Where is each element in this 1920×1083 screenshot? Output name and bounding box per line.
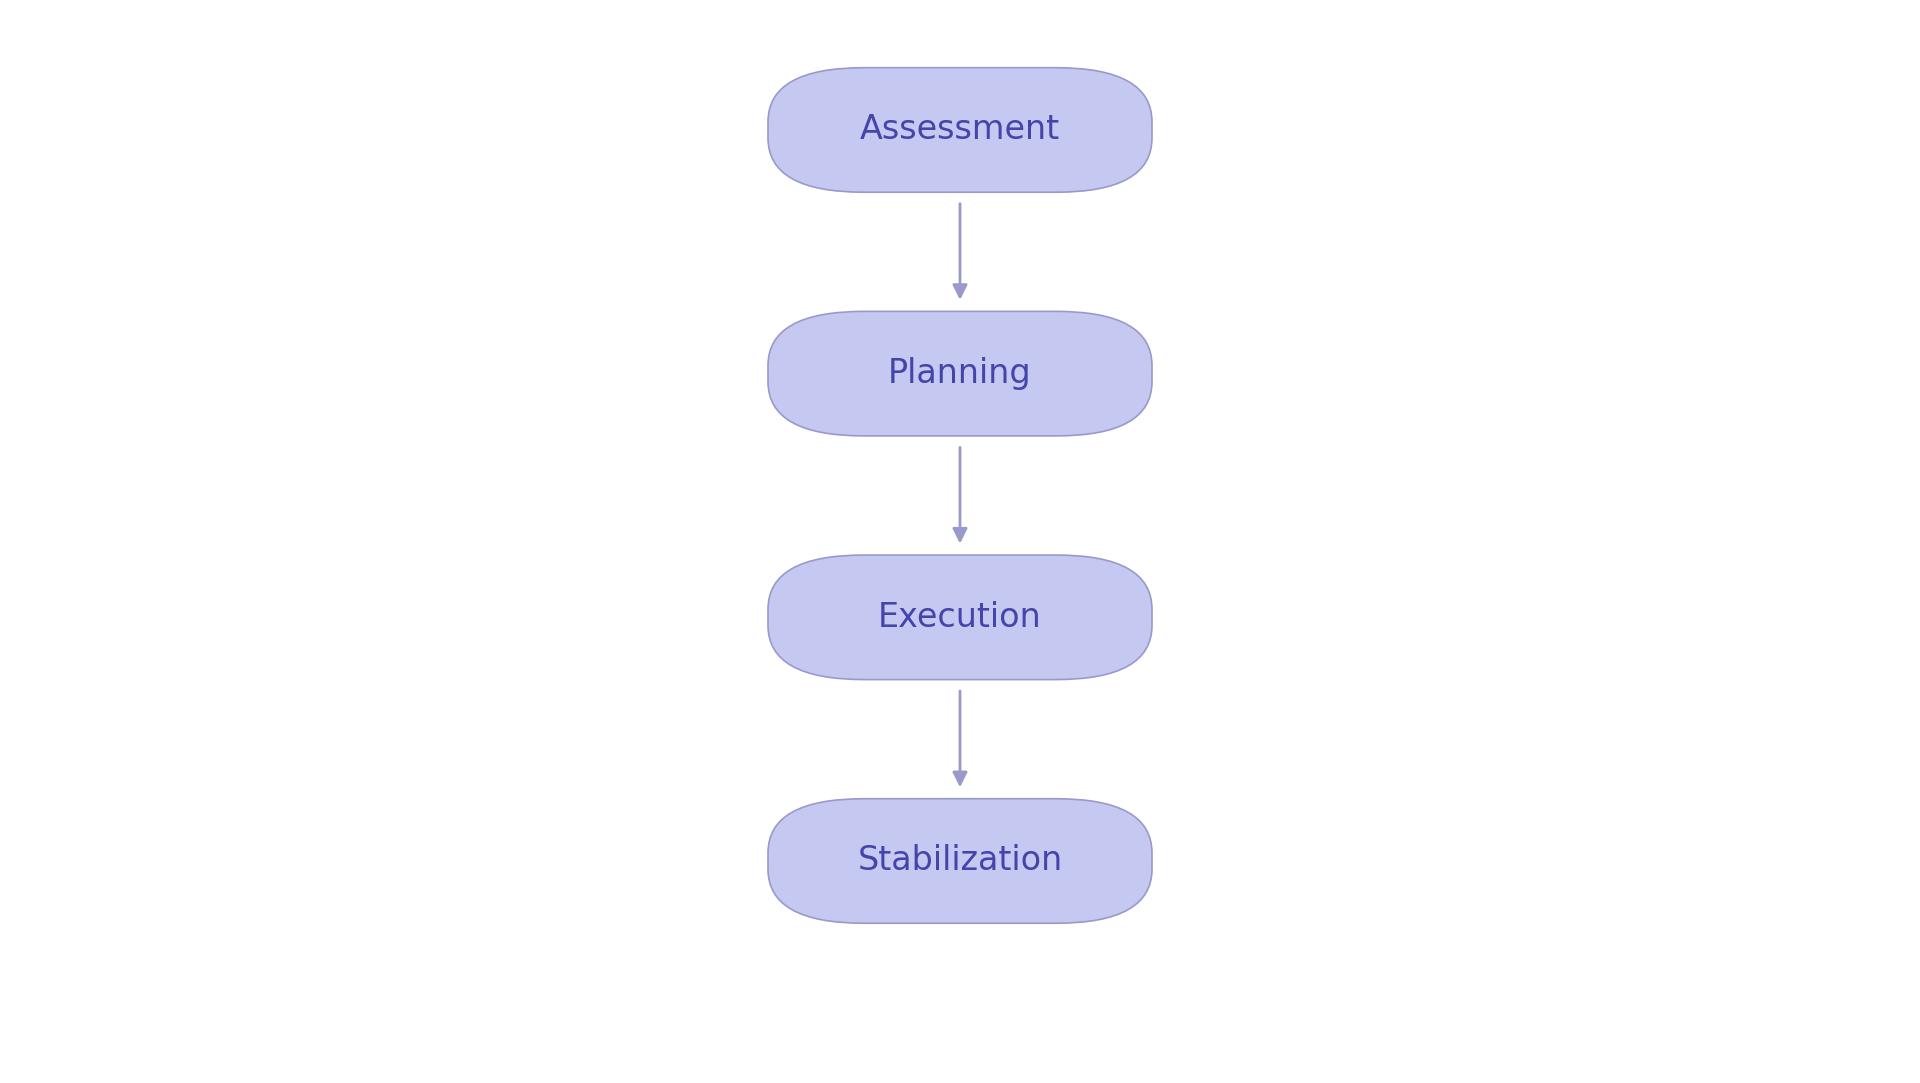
FancyBboxPatch shape	[768, 556, 1152, 680]
Text: Assessment: Assessment	[860, 114, 1060, 146]
FancyBboxPatch shape	[768, 799, 1152, 923]
Text: Stabilization: Stabilization	[858, 845, 1062, 877]
FancyBboxPatch shape	[768, 67, 1152, 193]
Text: Planning: Planning	[889, 357, 1031, 390]
Text: Execution: Execution	[877, 601, 1043, 634]
FancyBboxPatch shape	[768, 312, 1152, 435]
